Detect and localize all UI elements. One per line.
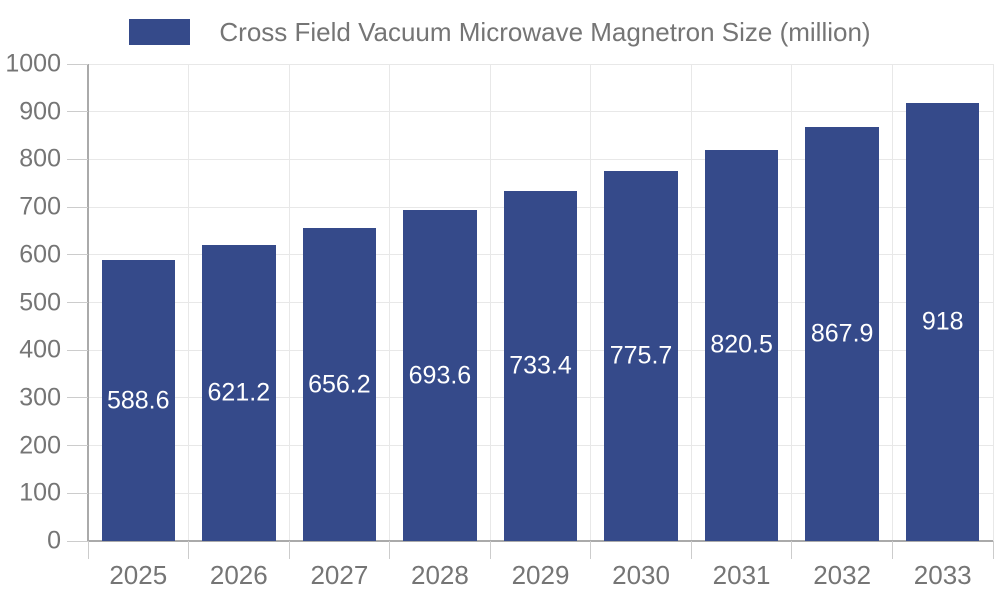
gridline-vertical: [188, 64, 190, 541]
bar-2028: 693.6: [403, 210, 477, 541]
gridline-horizontal: [88, 63, 993, 65]
y-axis-tick: [67, 63, 88, 65]
y-axis-tick: [67, 158, 88, 160]
x-axis-tick: [690, 541, 692, 559]
bar-value-label: 621.2: [207, 378, 271, 407]
y-axis-tick: [67, 397, 88, 399]
gridline-vertical: [590, 64, 592, 541]
x-axis-tick-label: 2026: [209, 560, 268, 590]
gridline-vertical: [992, 64, 994, 541]
y-axis-tick-label: 900: [19, 97, 61, 126]
bar-2030: 775.7: [604, 171, 678, 541]
legend-label: Cross Field Vacuum Microwave Magnetron S…: [219, 16, 871, 47]
y-axis-tick-label: 200: [19, 431, 61, 460]
x-axis-tick: [891, 541, 893, 559]
x-axis-tick-label: 2029: [511, 560, 570, 590]
y-axis-tick: [67, 206, 88, 208]
x-axis-tick-label: 2028: [411, 560, 469, 590]
y-axis-tick: [67, 492, 88, 494]
gridline-vertical: [288, 64, 290, 541]
y-axis-tick: [67, 111, 88, 113]
plot-area: 588.6 621.2 656.2 693.6 733.4 775.7 820.5 867.9…: [5, 51, 994, 590]
gridline-horizontal: [88, 111, 993, 113]
y-axis-tick-label: 600: [19, 240, 61, 269]
y-axis-tick: [67, 349, 88, 351]
bar-2031: 820.5: [704, 149, 779, 541]
y-axis-tick-label: 1000: [5, 49, 61, 78]
x-axis-tick: [489, 541, 491, 559]
bar-value-label: 867.9: [810, 319, 874, 348]
x-axis-tick-label: 2033: [913, 560, 972, 590]
bar-2025: 588.6: [101, 260, 175, 541]
y-axis-tick-label: 500: [19, 288, 61, 316]
legend-swatch: [129, 19, 191, 45]
gridline-horizontal: [88, 158, 993, 160]
x-axis-tick: [992, 541, 994, 559]
gridline-vertical: [389, 64, 391, 541]
y-axis-tick: [67, 540, 88, 542]
y-axis-line: [87, 64, 89, 541]
bar-value-label: 918: [921, 307, 964, 336]
y-axis-tick: [67, 302, 88, 303]
x-axis-tick-label: 2030: [612, 560, 670, 590]
y-axis-tick-label: 700: [19, 192, 61, 221]
y-axis-tick-label: 100: [19, 478, 61, 507]
bar-2027: 656.2: [302, 228, 377, 541]
x-axis-tick: [590, 541, 592, 559]
bar-value-label: 775.7: [609, 341, 673, 370]
bar-value-label: 820.5: [710, 330, 773, 359]
bar-value-label: 588.6: [106, 386, 170, 415]
bar-2032: 867.9: [805, 127, 879, 541]
chart-legend: Cross Field Vacuum Microwave Magnetron S…: [0, 15, 1000, 49]
bar-2029: 733.4: [503, 191, 578, 541]
y-axis-tick: [67, 254, 88, 256]
x-axis-tick-label: 2027: [310, 560, 369, 590]
x-axis-tick: [791, 541, 793, 559]
y-axis-tick-label: 400: [19, 335, 61, 364]
bar-value-label: 733.4: [509, 351, 572, 380]
x-axis-tick: [87, 541, 89, 559]
y-axis-tick: [67, 445, 88, 447]
gridline-vertical: [791, 64, 793, 541]
y-axis-tick-label: 300: [19, 383, 61, 412]
x-axis-tick: [188, 541, 190, 559]
x-axis-tick-label: 2025: [109, 560, 168, 590]
bar-value-label: 656.2: [308, 370, 371, 398]
bar-value-label: 693.6: [408, 361, 472, 390]
x-axis-tick-label: 2031: [712, 560, 771, 590]
y-axis-tick-label: 0: [47, 526, 61, 555]
x-axis-tick-label: 2032: [813, 560, 872, 590]
gridline-vertical: [489, 64, 491, 541]
bar-2033: 918: [906, 103, 980, 541]
gridline-vertical: [891, 64, 893, 541]
gridline-vertical: [690, 64, 692, 541]
bar-2026: 621.2: [202, 244, 276, 541]
y-axis-tick-label: 800: [19, 144, 61, 173]
x-axis-line: [88, 540, 993, 542]
x-axis-tick: [288, 541, 290, 559]
legend-item[interactable]: Cross Field Vacuum Microwave Magnetron S…: [129, 16, 871, 48]
x-axis-tick: [389, 541, 391, 559]
